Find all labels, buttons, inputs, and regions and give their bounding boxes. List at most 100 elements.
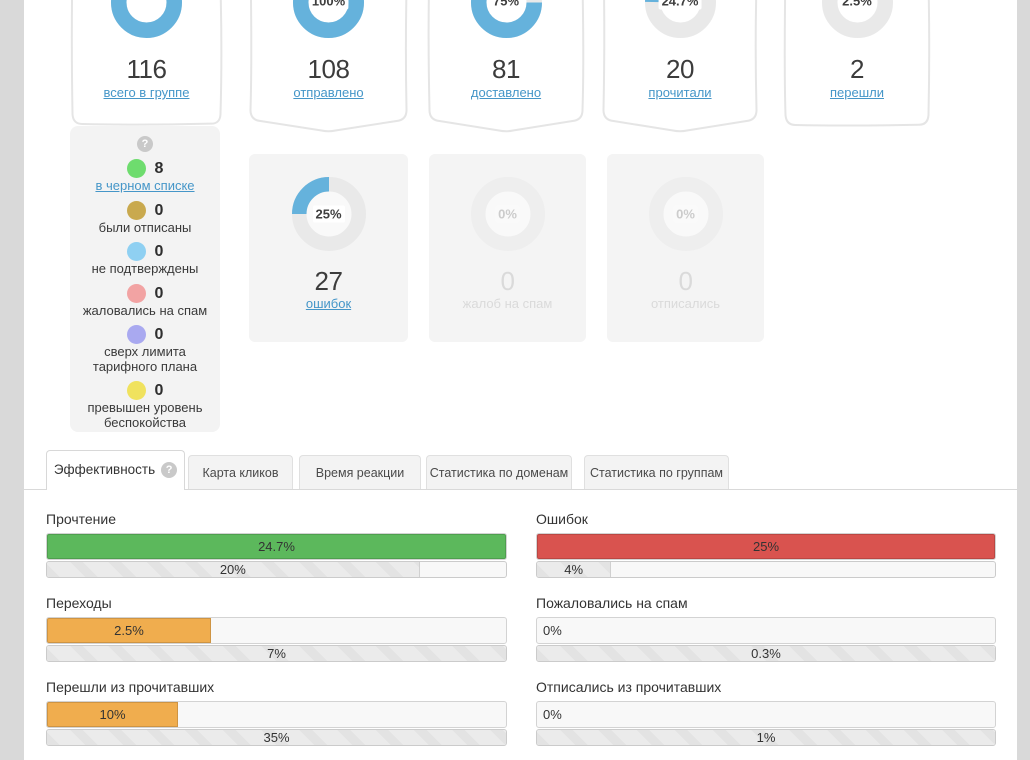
secondary-card-link: отписались	[650, 296, 721, 311]
legend-item-top: 0	[70, 283, 220, 303]
summary-donut-pct-label: 100%	[308, 0, 349, 10]
metric-value-fill	[537, 534, 995, 559]
summary-card-value: 81	[492, 54, 520, 84]
summary-donut-pct-label: 24.7%	[658, 0, 702, 10]
metric-average-fill	[47, 646, 506, 661]
secondary-donut-pct-label: 25%	[312, 205, 345, 223]
summary-card-outline	[249, 0, 408, 133]
metric-value-bar: 0%	[536, 617, 996, 644]
tab-label: Эффективность	[53, 462, 156, 477]
metric-average-bar: 0.3%	[536, 645, 996, 662]
summary-donut	[821, 0, 893, 38]
metric-average-bar: 7%	[46, 645, 507, 662]
legend-count: 0	[154, 243, 164, 260]
tab-reaction-time[interactable]: Время реакции	[299, 455, 421, 489]
tabs-baseline	[24, 489, 1017, 490]
legend-item: 0 превышен уровень беспокойства	[70, 381, 220, 430]
metric-value-fill	[47, 534, 506, 559]
metric-label: Ошибок	[536, 511, 588, 527]
secondary-donut-pct-label: 0%	[673, 205, 698, 223]
metric-label: Прочтение	[46, 511, 116, 527]
summary-card-link[interactable]: перешли	[829, 85, 884, 100]
summary-donut	[644, 0, 716, 38]
tab-group-stats[interactable]: Статистика по группам	[584, 455, 729, 489]
summary-card-link[interactable]: отправлено	[293, 85, 364, 100]
legend-color-dot	[126, 242, 146, 261]
summary-card-value: 20	[666, 54, 694, 84]
summary-card-outline	[783, 0, 931, 127]
secondary-card-value: 27	[314, 266, 343, 296]
metric-value-fill	[47, 702, 179, 727]
secondary-donut-pct-label: 0%	[495, 205, 520, 223]
metric-average-label: 1%	[756, 730, 776, 745]
metric-average-label: 0.3%	[751, 646, 781, 661]
summary-card-outline	[427, 0, 585, 133]
legend-item-top: 8	[70, 159, 220, 178]
legend-color-dot	[126, 159, 146, 178]
summary-card-link[interactable]: всего в группе	[103, 85, 190, 100]
metric-average-fill	[47, 730, 506, 745]
metric-label: Пожаловались на спам	[536, 595, 688, 611]
summary-donut	[111, 0, 182, 38]
metric-average-bar: 20%	[46, 561, 507, 578]
legend-count: 8	[154, 160, 164, 177]
legend-color-dot	[126, 200, 146, 220]
legend-item: 0 были отписаны	[70, 200, 220, 236]
content-area: 116 всего в группе 100% 108 отправлено 75% 81 д…	[24, 0, 1017, 760]
metric-average-label: 4%	[564, 562, 584, 577]
metric-average-fill	[537, 562, 612, 577]
metric-value-bar: 25%	[536, 533, 996, 560]
secondary-card-value: 0	[678, 266, 693, 296]
tab-click-map[interactable]: Карта кликов	[188, 455, 293, 489]
legend-label: не подтверждены	[91, 261, 199, 276]
legend-help-icon[interactable]: ?	[137, 136, 153, 152]
legend-count: 0	[154, 201, 164, 219]
metric-average-bar: 1%	[536, 729, 996, 746]
metric-average-fill	[537, 730, 995, 745]
legend-item-top: 0	[70, 242, 220, 261]
metric-value-bar: 0%	[536, 701, 996, 728]
metric-average-label: 20%	[219, 562, 246, 577]
legend-label: были отписаны	[98, 219, 192, 235]
metric-value-label: 2.5%	[114, 623, 144, 638]
metric-value-label: 24.7%	[258, 539, 295, 554]
summary-card-link[interactable]: прочитали	[648, 85, 712, 100]
legend-count: 0	[154, 326, 164, 343]
metric-average-fill	[537, 646, 995, 661]
legend-item-top: 0	[70, 200, 220, 220]
secondary-card-link[interactable]: ошибок	[305, 296, 352, 311]
summary-donut-pct-label: 75%	[489, 0, 523, 10]
summary-card-outline	[602, 0, 758, 133]
legend-count: 0	[154, 382, 164, 399]
tab-domain-stats[interactable]: Статистика по доменам	[426, 455, 572, 489]
metric-label: Отписались из прочитавших	[536, 679, 722, 695]
tab-effectiveness[interactable]: Эффективность?	[46, 450, 185, 490]
summary-donut	[470, 0, 542, 38]
tab-help-icon[interactable]: ?	[161, 462, 178, 478]
metric-value-label: 0%	[543, 623, 562, 638]
metric-value-label: 0%	[543, 707, 562, 722]
legend-label: сверх лимита тарифного плана	[92, 344, 198, 374]
legend-item-top: 0	[70, 381, 220, 400]
metric-value-label: 10%	[99, 707, 126, 722]
subscribers-legend: ? 8 в черном списке 0 были отписаны 0 не подтв…	[70, 126, 220, 432]
legend-color-dot	[126, 325, 146, 344]
summary-donut	[293, 0, 364, 38]
legend-color-dot	[126, 283, 146, 303]
metric-value-label: 25%	[752, 539, 780, 554]
metric-value-fill	[47, 618, 211, 643]
metric-label: Перешли из прочитавших	[46, 679, 215, 695]
legend-count: 0	[154, 284, 164, 302]
summary-card-link[interactable]: доставлено	[470, 85, 542, 100]
metric-average-label: 35%	[263, 730, 290, 745]
metric-average-bar: 35%	[46, 729, 507, 746]
secondary-card-value: 0	[500, 266, 515, 296]
metric-average-fill	[47, 562, 420, 577]
metric-label: Переходы	[46, 595, 112, 611]
summary-card-value: 2	[850, 54, 864, 84]
secondary-card-link: жалоб на спам	[462, 296, 553, 311]
legend-item-top: 0	[70, 325, 220, 344]
legend-link[interactable]: в черном списке	[95, 178, 195, 193]
